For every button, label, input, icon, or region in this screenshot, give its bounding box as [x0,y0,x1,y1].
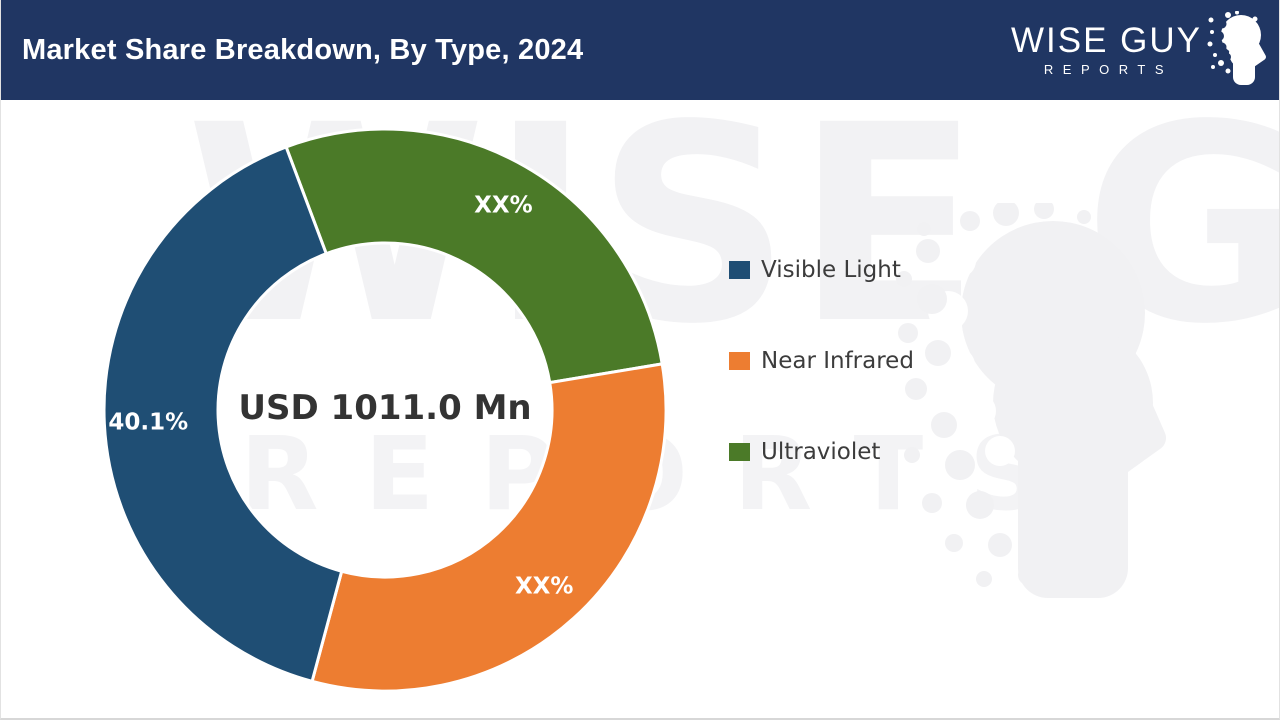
legend-item-near-infrared: Near Infrared [729,347,914,375]
wiseguy-logo-line1: WISE GUY [1010,21,1202,60]
legend-label: Ultraviolet [761,439,881,465]
legend-swatch [729,352,750,370]
legend-label: Visible Light [761,257,901,283]
legend-swatch [729,443,750,461]
wiseguy-logo: WISE GUY REPORTS [1011,0,1268,100]
slice-value-label: XX% [474,193,533,219]
legend-item-ultraviolet: Ultraviolet [729,438,914,466]
page-title: Market Share Breakdown, By Type, 2024 [22,33,584,66]
wiseguy-logo-text: WISE GUY REPORTS [1010,21,1202,78]
donut-center-value: USD 1011.0 Mn [238,388,532,428]
legend-swatch [729,261,750,279]
donut-segment-ultraviolet [284,127,664,385]
donut-segment-visible-light [102,145,344,684]
header-bar: Market Share Breakdown, By Type, 2024 [0,0,1280,100]
legend-item-visible-light: Visible Light [729,256,914,284]
face-watermark-icon [896,203,1166,598]
wiseguy-logo-face-icon [1207,11,1266,85]
slice-value-label: 40.1% [108,409,188,435]
chart-legend: Visible Light Near Infrared Ultraviolet [729,256,914,466]
wiseguy-logo-line2: REPORTS [1043,62,1174,77]
legend-label: Near Infrared [761,348,914,374]
slice-value-label: XX% [515,574,574,600]
donut-segment-near-infrared [310,362,668,693]
donut-chart: XX% XX% 40.1% [102,127,668,693]
